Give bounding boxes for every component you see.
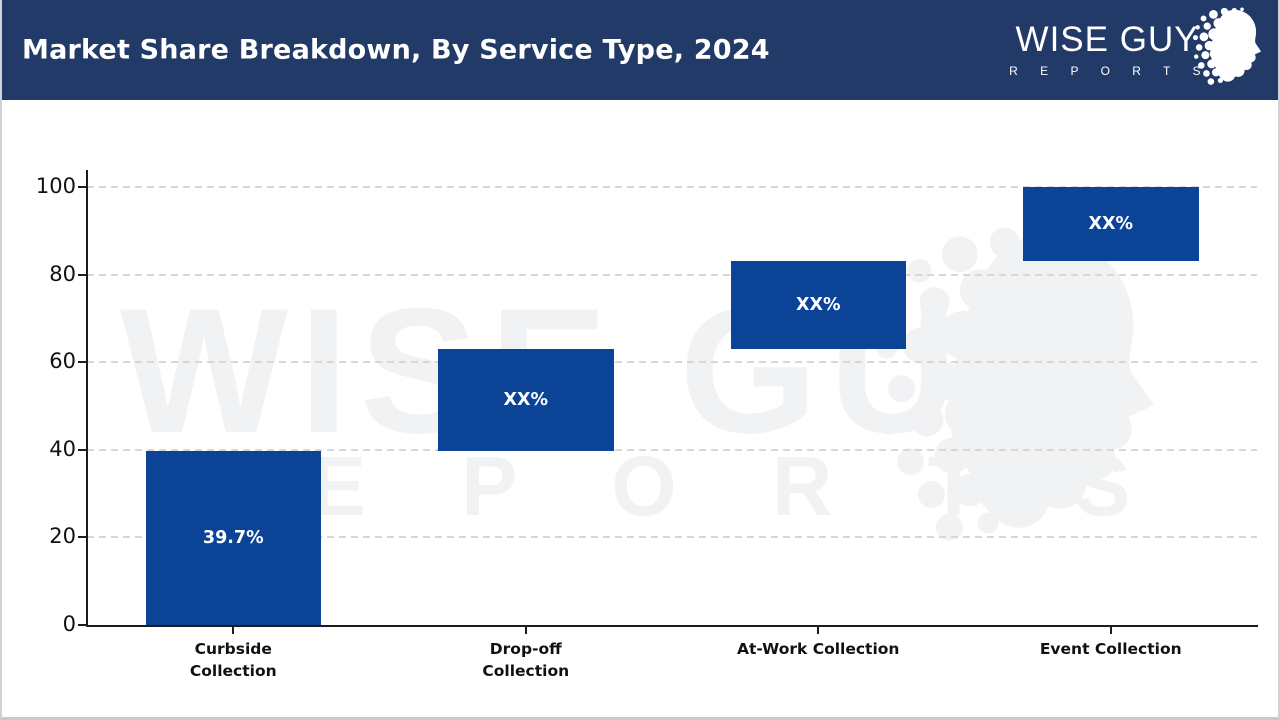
wiseguy-head-logo-icon: [1192, 7, 1262, 85]
y-tick-mark: [78, 186, 86, 188]
y-tick-label: 40: [49, 436, 76, 461]
bar-segment: [145, 451, 321, 625]
plot-area: 39.7% XX% XX% XX%: [87, 186, 1257, 625]
x-axis-tickmarks: [87, 627, 1257, 635]
y-axis-labels: 0 20 40 60 80 100: [2, 174, 76, 636]
y-tick-label: 60: [49, 349, 76, 374]
x-category-label: Curbside Collection: [189, 640, 277, 680]
gridline: [87, 361, 1257, 364]
bar-segment: [438, 349, 614, 452]
bar-value-label: XX%: [1088, 214, 1134, 235]
wiseguy-logo-text: WISE GUY R E P O R T S: [1004, 22, 1210, 78]
bar-value-label: XX%: [795, 295, 841, 316]
y-tick-mark: [78, 361, 86, 364]
y-tick-mark: [78, 624, 86, 626]
x-tick-mark: [817, 627, 820, 634]
gridline: [87, 273, 1257, 276]
y-tick-label: 0: [62, 612, 76, 637]
x-tick-mark: [524, 627, 527, 634]
x-axis-line: [86, 625, 1258, 627]
y-tick-mark: [78, 448, 86, 451]
x-category-label: At-Work Collection: [737, 640, 900, 658]
gridline: [87, 448, 1257, 451]
chart-title: Market Share Breakdown, By Service Type,…: [22, 34, 770, 66]
y-tick-label: 20: [49, 524, 76, 549]
header-band: Market Share Breakdown, By Service Type,…: [2, 0, 1278, 100]
x-category-label: Drop-off Collection: [482, 640, 570, 680]
wiseguy-logo: WISE GUY R E P O R T S: [1004, 6, 1270, 94]
gridline: [87, 186, 1257, 188]
wiseguy-head-watermark-icon: [876, 225, 1154, 541]
x-tick-mark: [232, 627, 235, 634]
bar-value-label: 39.7%: [202, 528, 264, 549]
x-tick-mark: [1109, 627, 1112, 634]
gridline: [87, 536, 1257, 539]
bar-value-label: XX%: [503, 390, 549, 411]
bar-segment: [1023, 187, 1199, 262]
y-tick-label: 80: [49, 261, 76, 286]
y-axis-tickmarks: [78, 186, 86, 626]
y-axis-line: [86, 170, 88, 627]
bar-segment: [730, 261, 906, 350]
y-tick-mark: [78, 536, 86, 539]
y-tick-mark: [78, 273, 86, 276]
x-category-label: Event Collection: [1039, 640, 1182, 658]
logo-name: WISE GUY: [1015, 20, 1199, 59]
logo-subtitle: R E P O R T S: [1009, 64, 1210, 78]
y-tick-label: 100: [35, 174, 76, 199]
